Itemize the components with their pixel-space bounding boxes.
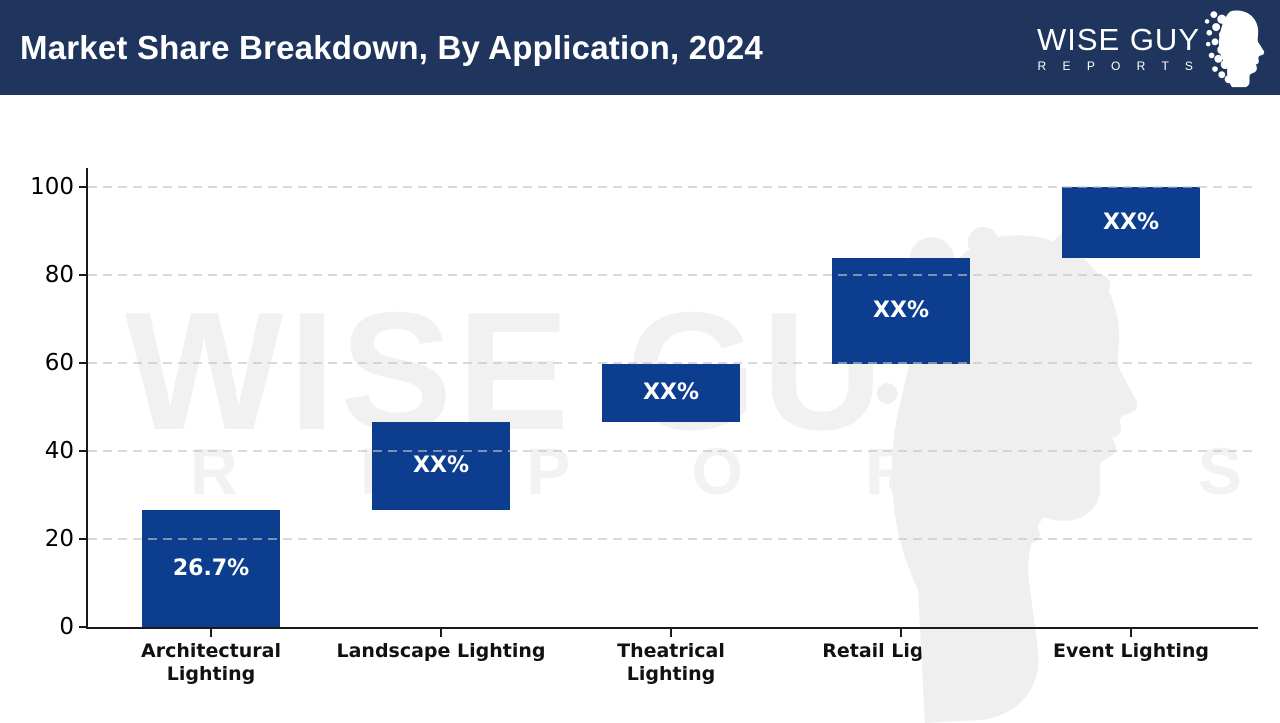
x-tick-1 [210, 629, 212, 637]
logo-sub-label: R E P O R T S [1037, 59, 1200, 73]
y-tick-label-0: 0 [59, 614, 74, 640]
category-label: Event Lighting [1016, 640, 1246, 663]
bar-segment: 26.7% [142, 509, 280, 627]
x-tick-2 [440, 629, 442, 637]
bar-value-label: XX% [1103, 209, 1159, 235]
category-label: Architectural Lighting [96, 640, 326, 686]
bar-segment: XX% [1062, 187, 1200, 258]
y-tick-label-80: 80 [44, 262, 74, 288]
category-label-line: Architectural [141, 640, 281, 662]
category-label: Landscape Lighting [326, 640, 556, 663]
logo: WISE GUY R E P O R T S [1030, 0, 1270, 95]
x-tick-3 [670, 629, 672, 637]
x-tick-5 [1130, 629, 1132, 637]
gridline-60 [88, 362, 1256, 364]
logo-face-icon [1204, 10, 1265, 88]
y-tick-100 [79, 186, 87, 188]
category-label-line: Landscape Lighting [336, 640, 546, 662]
logo-brand-label: WISE GUY [1036, 22, 1200, 57]
gridline-80 [88, 274, 1256, 276]
page-title: Market Share Breakdown, By Application, … [20, 28, 763, 66]
header: Market Share Breakdown, By Application, … [0, 0, 1280, 95]
gridline-40 [88, 450, 1256, 452]
category-label-line: Event Lighting [1053, 640, 1209, 662]
y-tick-label-60: 60 [44, 350, 74, 376]
y-tick-20 [79, 538, 87, 540]
y-tick-40 [79, 450, 87, 452]
bar-segment: XX% [372, 421, 510, 510]
bar-value-label: XX% [643, 380, 699, 406]
category-label: Theatrical Lighting [556, 640, 786, 686]
x-axis-line [86, 627, 1258, 629]
bar-value-label: XX% [873, 298, 929, 324]
category-label-line: Lighting [166, 663, 256, 686]
y-tick-80 [79, 274, 87, 276]
category-label-line: Theatrical [617, 640, 725, 662]
y-tick-label-40: 40 [44, 438, 74, 464]
y-tick-60 [79, 362, 87, 364]
logo-text: WISE GUY R E P O R T S [1037, 24, 1200, 73]
x-tick-4 [900, 629, 902, 637]
bar-segment: XX% [602, 363, 740, 422]
y-tick-0 [79, 626, 87, 628]
y-tick-label-20: 20 [44, 526, 74, 552]
y-axis-line [86, 168, 88, 629]
gridline-20 [88, 538, 1256, 540]
y-tick-label-100: 100 [30, 174, 74, 200]
gridline-100 [88, 186, 1256, 188]
bar-value-label: XX% [413, 453, 469, 479]
category-label-line: Lighting [626, 663, 716, 686]
bar-value-label: 26.7% [172, 555, 250, 581]
